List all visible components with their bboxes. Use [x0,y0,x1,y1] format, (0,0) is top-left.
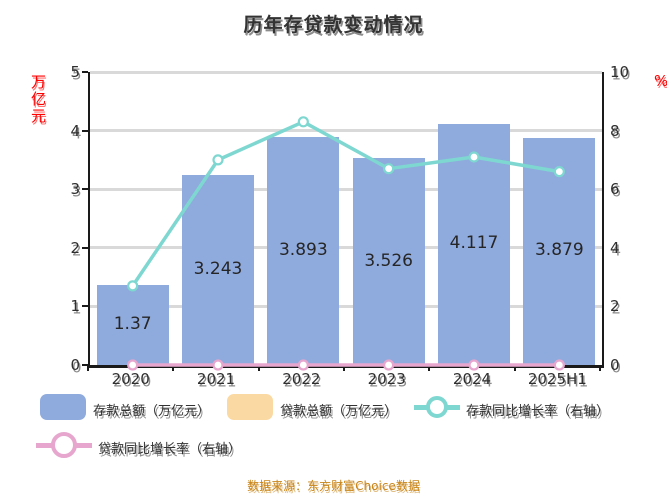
x-axis-tick-label: 2024 [452,370,492,388]
left-axis-tick-label: 0 [70,356,80,374]
right-axis-tick-label: 4 [610,238,620,257]
x-axis-tick-label: 2022 [282,370,321,388]
bar-value-label: 3.893 [278,239,328,260]
gridline [90,187,602,191]
x-axis-tick [257,366,260,371]
bar: 3.893 [267,136,340,365]
line-marker [383,163,395,175]
left-axis-tick [82,71,88,73]
plot-area: 1.37 3.243 3.893 3.526 4.117 3.879 [88,70,604,371]
right-axis-tick-label: 8 [610,121,620,140]
left-axis-tick-label: 1 [70,297,80,316]
left-axis-tick-label: 2 [70,238,80,257]
line-series-layer [127,116,565,371]
legend-label-loan-growth-line: 贷款同比增长率（右轴） [98,442,242,457]
bar-value-label: 3.526 [364,250,413,271]
x-axis-tick-label: 2025H1 [527,370,587,388]
line-marker [468,151,480,163]
x-axis-tick-label: 2021 [196,370,236,388]
right-axis-tick-label: 10 [610,63,630,81]
line-marker [212,154,224,166]
line-marker [297,359,309,371]
x-axis-tick [172,366,175,371]
x-axis-tick [343,366,345,371]
right-axis-tick-label: 6 [610,180,620,199]
x-axis-tick [428,366,431,371]
legend-label-deposit-growth-line: 存款同比增长率（右轴） [466,404,610,419]
legend-marker-pink-circle [51,432,77,458]
data-source-note: 数据来源：东方财富Choice数据 [247,479,420,493]
legend-swatch-deposits-bar [40,394,86,420]
bar: 3.243 [182,174,254,365]
left-axis-tick [82,364,88,366]
right-axis-unit-label: % [654,72,667,90]
line-marker [127,280,139,292]
gridline [90,304,602,308]
bar-value-label: 3.879 [534,240,584,261]
legend-label-loans-bar: 贷款总额（万亿元） [280,404,398,419]
bar-value-label: 3.243 [193,258,243,279]
bar: 1.37 [96,284,169,365]
line-marker [553,359,565,371]
bar-value-label: 1.37 [113,313,152,334]
bar: 3.526 [352,158,425,365]
x-axis-tick [513,366,516,371]
line-marker [383,359,395,371]
left-axis-tick-label: 3 [70,180,80,199]
x-axis-tick [599,366,601,371]
left-axis-tick [82,305,88,308]
left-axis-tick [82,129,88,132]
right-axis-tick-label: 2 [610,297,620,316]
gridline [90,246,602,250]
line-marker [468,359,480,371]
left-axis-tick [82,188,88,191]
line-marker [553,166,565,178]
gridline [90,129,602,133]
bar-value-label: 4.117 [449,233,499,254]
line-marker [297,116,309,128]
right-axis-tick-label: 0 [610,356,620,374]
x-axis-tick-label: 2023 [367,370,406,388]
line-marker [127,359,139,371]
left-axis-tick-label: 4 [70,121,80,140]
gridline [90,70,602,74]
legend-label-deposits-bar: 存款总额（万亿元） [93,404,211,419]
x-axis-tick-label: 2020 [111,370,150,388]
legend-swatch-loans-bar [227,394,273,420]
chart-title: 历年存贷款变动情况 [243,14,424,36]
line-marker [212,359,224,371]
x-axis-tick [87,366,89,371]
left-axis-tick [82,246,88,249]
legend-marker-teal-circle [426,396,448,418]
bar: 4.117 [438,123,510,365]
line-series [131,120,560,287]
left-axis-unit-label: 万亿元 [29,74,47,125]
left-axis-tick-label: 5 [70,63,80,81]
